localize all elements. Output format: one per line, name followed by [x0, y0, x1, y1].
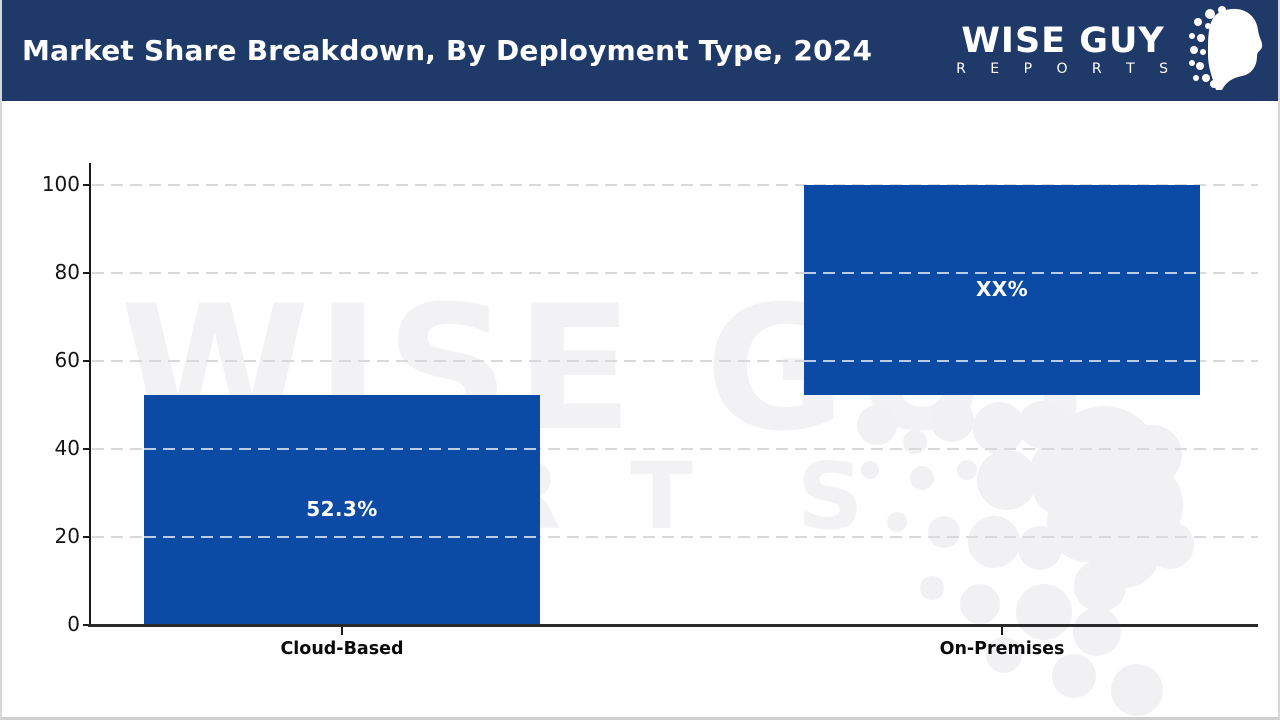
y-tick-mark [83, 184, 90, 186]
gridline-20 [92, 536, 1258, 538]
y-tick-label: 80 [54, 260, 80, 284]
brand-logo: WISE GUY R E P O R T S [948, 6, 1264, 94]
y-tick-label: 20 [54, 524, 80, 548]
gridline-over-bar [804, 360, 1200, 362]
bar-value-label: 52.3% [306, 497, 378, 522]
gridline-over-bar [804, 272, 1200, 274]
y-axis [89, 163, 91, 626]
bar-value-label: XX% [975, 277, 1029, 302]
brand-wordmark: WISE GUY R E P O R T S [948, 20, 1178, 78]
y-tick-mark [83, 624, 90, 626]
brand-wordmark-line1: WISE GUY [961, 20, 1165, 61]
y-tick-mark [83, 360, 90, 362]
gridline-80 [92, 272, 1258, 274]
x-category-label: On-Premises [939, 639, 1065, 659]
y-tick-mark [83, 272, 90, 274]
x-tick-mark [341, 627, 343, 635]
gridline-100 [92, 184, 1258, 186]
gridline-60 [92, 360, 1258, 362]
x-category-label: Cloud-Based [280, 639, 404, 659]
x-axis [88, 624, 1258, 627]
bar-cloud-based: 52.3% [144, 395, 540, 625]
bar-on-premises: XX% [804, 185, 1200, 395]
watermark-letter-s: S [797, 443, 864, 550]
watermark-letter-t: T [630, 443, 693, 550]
gridline-40 [92, 448, 1258, 450]
y-tick-label: 100 [41, 172, 80, 196]
gridline-over-bar [144, 536, 540, 538]
gridline-over-bar [144, 448, 540, 450]
dotted-head-profile-icon [1189, 6, 1263, 90]
y-tick-mark [83, 536, 90, 538]
brand-wordmark-line2: R E P O R T S [956, 61, 1178, 78]
y-tick-label: 40 [54, 436, 80, 460]
page-title: Market Share Breakdown, By Deployment Ty… [22, 34, 873, 67]
x-tick-mark [1001, 627, 1003, 635]
header: Market Share Breakdown, By Deployment Ty… [2, 0, 1278, 101]
y-tick-mark [83, 448, 90, 450]
y-tick-label: 60 [54, 348, 80, 372]
y-tick-label: 0 [67, 612, 80, 636]
